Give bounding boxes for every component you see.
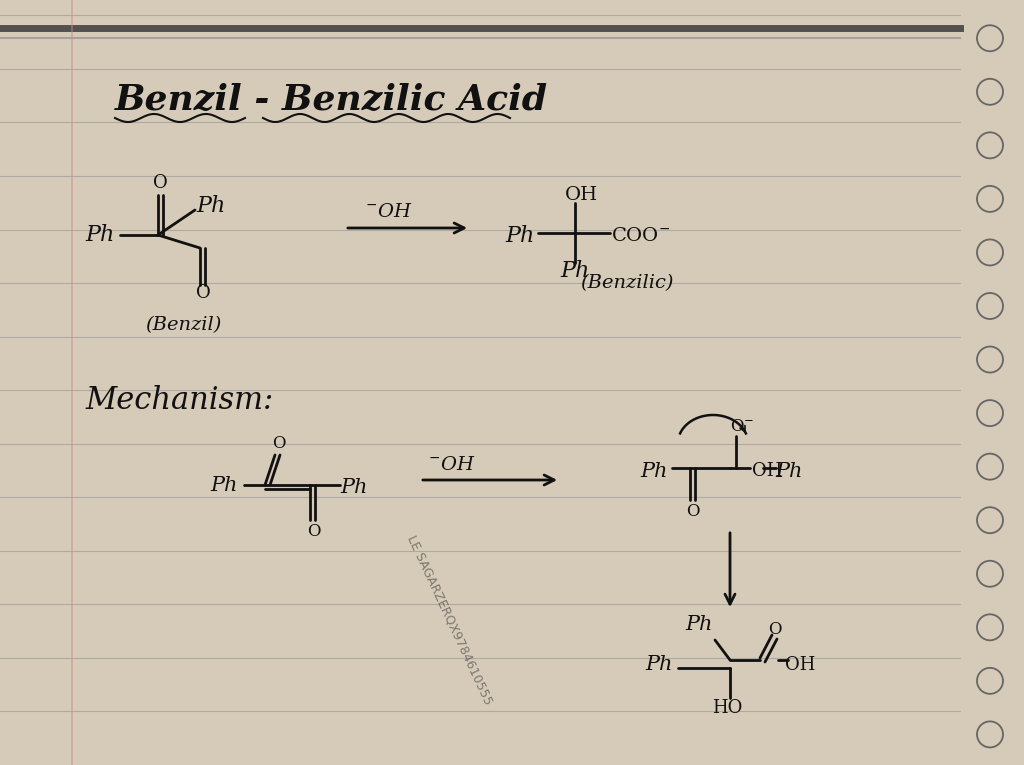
Text: $^{-}$OH: $^{-}$OH	[365, 203, 413, 221]
Text: (Benzilic): (Benzilic)	[580, 274, 674, 292]
Text: O: O	[768, 621, 781, 639]
Circle shape	[977, 186, 1002, 212]
Text: Ph: Ph	[645, 656, 673, 675]
Text: Ph: Ph	[560, 260, 590, 282]
Text: Ph: Ph	[340, 477, 368, 496]
Text: Mechanism:: Mechanism:	[85, 385, 273, 415]
Circle shape	[977, 454, 1002, 480]
Circle shape	[977, 561, 1002, 587]
Text: Ph: Ph	[640, 461, 668, 480]
Text: (Benzil): (Benzil)	[145, 316, 221, 334]
Text: O: O	[153, 174, 168, 192]
Text: O$^{-}$: O$^{-}$	[730, 418, 755, 435]
Circle shape	[977, 614, 1002, 640]
Text: COO$^{-}$: COO$^{-}$	[611, 227, 670, 245]
Circle shape	[977, 25, 1002, 51]
Circle shape	[977, 347, 1002, 373]
Text: Ph: Ph	[685, 616, 713, 634]
Text: LE SAGARZERQX9784610555: LE SAGARZERQX9784610555	[404, 533, 495, 707]
Text: Ph: Ph	[775, 461, 803, 480]
Circle shape	[977, 668, 1002, 694]
Circle shape	[977, 239, 1002, 265]
Text: Ph: Ph	[196, 195, 225, 217]
Circle shape	[977, 721, 1002, 747]
Text: O: O	[272, 435, 286, 451]
Text: Ph: Ph	[85, 224, 115, 246]
Text: OH: OH	[785, 656, 815, 674]
Text: O: O	[307, 523, 321, 541]
Text: OH: OH	[752, 462, 782, 480]
Circle shape	[977, 400, 1002, 426]
Text: Benzil - Benzilic Acid: Benzil - Benzilic Acid	[115, 83, 548, 117]
Text: O: O	[686, 503, 699, 520]
Text: HO: HO	[712, 699, 742, 717]
Circle shape	[977, 79, 1002, 105]
Circle shape	[977, 293, 1002, 319]
Text: OH: OH	[565, 186, 598, 204]
Text: Ph: Ph	[210, 476, 238, 494]
Text: $^{-}$OH: $^{-}$OH	[428, 456, 475, 474]
Text: Ph: Ph	[505, 225, 535, 247]
Circle shape	[977, 507, 1002, 533]
Circle shape	[977, 132, 1002, 158]
Text: O: O	[196, 284, 211, 302]
